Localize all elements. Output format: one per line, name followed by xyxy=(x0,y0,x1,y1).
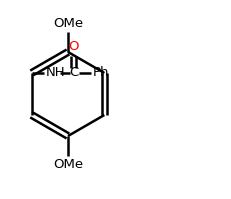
Text: OMe: OMe xyxy=(53,17,83,30)
Text: NH: NH xyxy=(46,66,65,79)
Text: OMe: OMe xyxy=(53,158,83,171)
Text: O: O xyxy=(68,40,79,53)
Text: C: C xyxy=(69,66,78,79)
Text: Ph: Ph xyxy=(93,66,109,79)
